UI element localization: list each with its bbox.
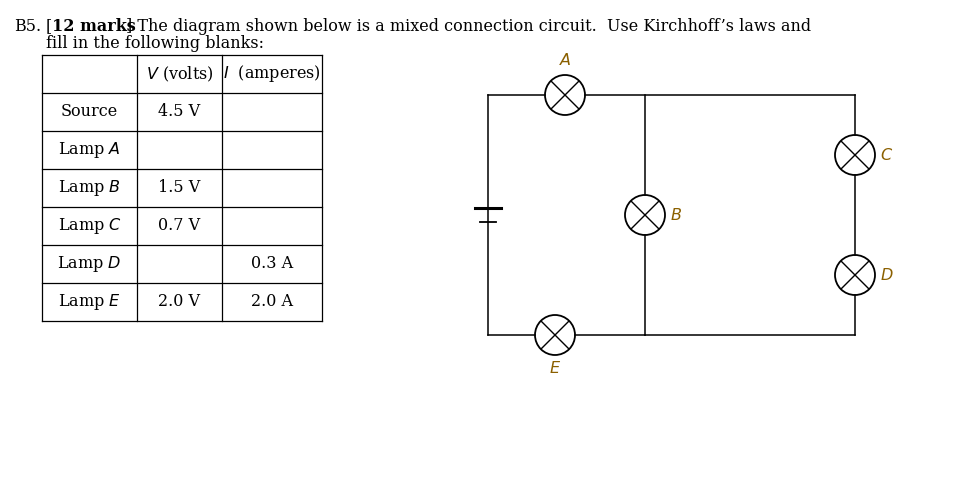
Text: Source: Source: [61, 103, 118, 120]
Text: 2.0 A: 2.0 A: [251, 294, 293, 310]
Text: 4.5 V: 4.5 V: [158, 103, 200, 120]
Text: Lamp $E$: Lamp $E$: [58, 292, 121, 312]
Text: 12 marks: 12 marks: [52, 18, 135, 35]
Text: Lamp $C$: Lamp $C$: [57, 216, 121, 236]
Text: Lamp $A$: Lamp $A$: [58, 140, 121, 160]
Text: ] The diagram shown below is a mixed connection circuit.  Use Kirchhoff’s laws a: ] The diagram shown below is a mixed con…: [126, 18, 810, 35]
Text: $C$: $C$: [879, 147, 892, 163]
Text: 1.5 V: 1.5 V: [158, 180, 200, 197]
Text: $I$  (amperes): $I$ (amperes): [223, 63, 320, 85]
Text: [: [: [46, 18, 52, 35]
Text: B5.: B5.: [14, 18, 41, 35]
Text: $B$: $B$: [669, 206, 681, 224]
Text: 0.7 V: 0.7 V: [158, 217, 200, 235]
Text: Lamp $B$: Lamp $B$: [58, 178, 121, 198]
Text: Lamp $D$: Lamp $D$: [57, 254, 121, 274]
Text: 0.3 A: 0.3 A: [251, 255, 293, 273]
Text: fill in the following blanks:: fill in the following blanks:: [46, 35, 264, 52]
Text: $V$ (volts): $V$ (volts): [146, 64, 213, 84]
Text: $A$: $A$: [558, 52, 571, 69]
Text: $D$: $D$: [879, 266, 893, 284]
Text: 2.0 V: 2.0 V: [158, 294, 200, 310]
Text: $E$: $E$: [548, 360, 560, 377]
